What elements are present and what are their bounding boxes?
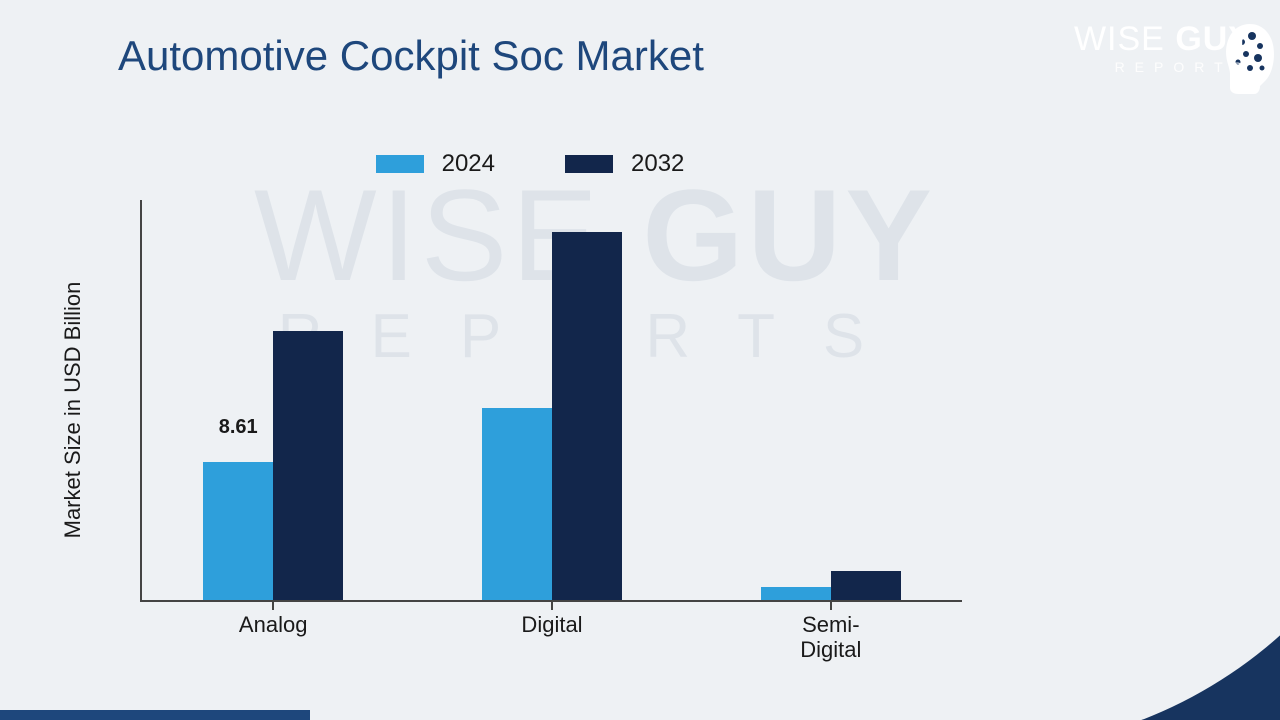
- bottom-accent-bar: [0, 710, 310, 720]
- brand-logo: WISE GUY REPORTS: [1074, 22, 1252, 74]
- legend-label-2024: 2024: [442, 150, 495, 178]
- bar-2024-1: [482, 408, 552, 600]
- x-label: Analog: [239, 612, 308, 637]
- bar-2032-2: [831, 571, 901, 600]
- stage: WISE GUY REPORTS Automotive Cockpit Soc …: [0, 0, 1280, 720]
- legend: 2024 2032: [80, 150, 980, 178]
- legend-item-2032: 2032: [565, 150, 684, 178]
- x-tick: [551, 600, 553, 610]
- plot-area: AnalogDigitalSemi- Digital8.61: [140, 200, 962, 602]
- bar-2032-0: [273, 331, 343, 600]
- bar-2024-0: [203, 462, 273, 600]
- bar-2024-2: [761, 587, 831, 600]
- chart: Market Size in USD Billion 2024 2032 Ana…: [80, 150, 980, 670]
- legend-swatch-2032: [565, 155, 613, 173]
- page-title: Automotive Cockpit Soc Market: [118, 32, 704, 80]
- legend-label-2032: 2032: [631, 150, 684, 178]
- legend-swatch-2024: [376, 155, 424, 173]
- value-label: 8.61: [219, 416, 258, 439]
- x-tick: [272, 600, 274, 610]
- legend-item-2024: 2024: [376, 150, 495, 178]
- x-label: Semi- Digital: [800, 612, 861, 663]
- y-axis-label: Market Size in USD Billion: [60, 282, 86, 539]
- brand-wise: WISE: [1074, 20, 1175, 58]
- brand-reports: REPORTS: [1074, 60, 1252, 74]
- x-label: Digital: [521, 612, 582, 637]
- brand-guy: GUY: [1175, 20, 1252, 58]
- bar-2032-1: [552, 232, 622, 600]
- x-tick: [830, 600, 832, 610]
